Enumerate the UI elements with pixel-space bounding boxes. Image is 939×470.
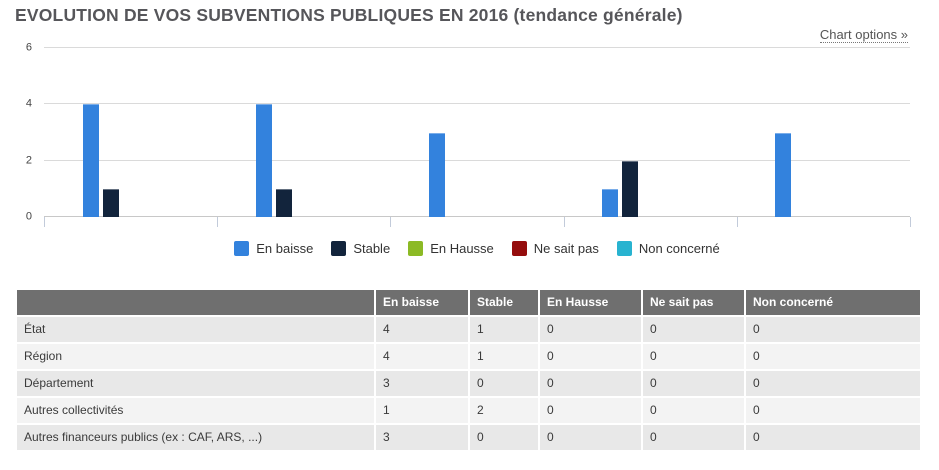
table-header-row: En baisse Stable En Hausse Ne sait pas Non c… — [17, 290, 920, 315]
legend-label: En Hausse — [430, 241, 494, 256]
legend-item-3[interactable]: Ne sait pas — [511, 241, 599, 256]
legend-swatch-icon — [408, 241, 424, 256]
x-axis-tick — [910, 217, 911, 227]
chart-bar-series1-group1[interactable] — [275, 188, 292, 217]
bar-chart-plot-area: 0 2 4 6 — [26, 42, 911, 227]
legend-swatch-icon — [511, 241, 527, 256]
x-axis-tick — [736, 217, 738, 227]
cell-value: 2 — [470, 398, 538, 423]
cell-value: 3 — [376, 371, 468, 396]
table-row-1: Région 4 1 0 0 0 — [17, 344, 920, 369]
legend-swatch-icon — [234, 241, 250, 256]
chart-bar-series0-group3[interactable] — [602, 188, 619, 217]
chart-bar-series0-group0[interactable] — [82, 104, 99, 217]
column-header-3: En Hausse — [540, 290, 641, 315]
cell-value: 1 — [470, 317, 538, 342]
x-axis-tick — [390, 217, 392, 227]
cell-value: 4 — [376, 344, 468, 369]
table-row-3: Autres collectivités 1 2 0 0 0 — [17, 398, 920, 423]
chart-legend: En baisse Stable En Hausse Ne sait pas Non c… — [44, 241, 910, 256]
cell-value: 0 — [540, 317, 641, 342]
cell-value: 0 — [643, 371, 744, 396]
column-header-2: Stable — [470, 290, 538, 315]
y-axis-label-2: 2 — [25, 154, 32, 167]
row-label: Autres collectivités — [17, 398, 374, 423]
row-label: Autres financeurs publics (ex : CAF, ARS… — [17, 425, 374, 450]
gridline-y4 — [44, 103, 910, 105]
cell-value: 3 — [376, 425, 468, 450]
y-axis-label-0: 0 — [25, 210, 32, 223]
column-header-5: Non concerné — [746, 290, 920, 315]
cell-value: 0 — [746, 317, 920, 342]
cell-value: 0 — [540, 344, 641, 369]
cell-value: 0 — [470, 425, 538, 450]
gridline-y2 — [44, 159, 910, 161]
cell-value: 0 — [540, 425, 641, 450]
row-label: Département — [17, 371, 374, 396]
gridline-y6 — [44, 47, 910, 48]
cell-value: 1 — [470, 344, 538, 369]
row-label: État — [17, 317, 374, 342]
x-axis-tick — [44, 217, 45, 227]
row-label: Région — [17, 344, 374, 369]
x-axis-tick — [563, 217, 565, 227]
legend-label: Stable — [353, 241, 391, 256]
chart-bar-series0-group1[interactable] — [255, 104, 272, 217]
chart-bar-series0-group4[interactable] — [775, 132, 792, 217]
cell-value: 0 — [643, 317, 744, 342]
gridline-y0 — [44, 216, 910, 217]
cell-value: 0 — [643, 398, 744, 423]
cell-value: 0 — [540, 398, 641, 423]
legend-swatch-icon — [331, 241, 347, 256]
cell-value: 0 — [746, 398, 920, 423]
y-axis-label-4: 4 — [25, 97, 32, 110]
chart-bar-series0-group2[interactable] — [429, 132, 445, 217]
cell-value: 0 — [746, 344, 920, 369]
chart-bar-series1-group0[interactable] — [102, 188, 119, 217]
cell-value: 0 — [540, 371, 641, 396]
cell-value: 4 — [376, 317, 468, 342]
column-header-1: En baisse — [376, 290, 468, 315]
legend-swatch-icon — [616, 241, 632, 256]
legend-label: Ne sait pas — [533, 241, 599, 256]
table-row-2: Département 3 0 0 0 0 — [17, 371, 920, 396]
cell-value: 0 — [643, 344, 744, 369]
chart-options-link[interactable]: Chart options » — [819, 27, 908, 43]
legend-label: En baisse — [256, 241, 314, 256]
table-row-4: Autres financeurs publics (ex : CAF, ARS… — [17, 425, 920, 450]
y-axis-label-6: 6 — [25, 41, 32, 54]
legend-item-1[interactable]: Stable — [331, 241, 390, 256]
results-table: En baisse Stable En Hausse Ne sait pas Non c… — [15, 288, 922, 452]
cell-value: 0 — [746, 425, 920, 450]
cell-value: 0 — [470, 371, 538, 396]
page-title: EVOLUTION DE VOS SUBVENTIONS PUBLIQUES E… — [15, 5, 683, 25]
cell-value: 1 — [376, 398, 468, 423]
legend-label: Non concerné — [638, 241, 720, 256]
cell-value: 0 — [643, 425, 744, 450]
table-row-0: État 4 1 0 0 0 — [17, 317, 920, 342]
column-header-4: Ne sait pas — [643, 290, 744, 315]
column-header-0 — [17, 290, 374, 315]
legend-item-0[interactable]: En baisse — [234, 241, 313, 256]
x-axis-tick — [217, 217, 219, 227]
chart-bar-series1-group3[interactable] — [622, 160, 639, 217]
legend-item-4[interactable]: Non concerné — [616, 241, 720, 256]
legend-item-2[interactable]: En Hausse — [408, 241, 494, 256]
cell-value: 0 — [746, 371, 920, 396]
